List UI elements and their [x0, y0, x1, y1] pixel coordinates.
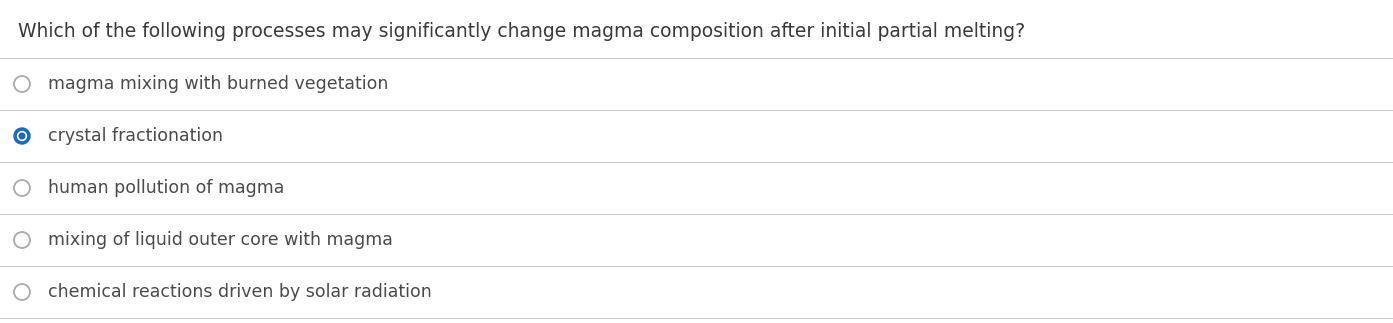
Circle shape — [14, 128, 31, 144]
Circle shape — [14, 76, 31, 92]
Text: mixing of liquid outer core with magma: mixing of liquid outer core with magma — [47, 231, 393, 249]
Circle shape — [18, 131, 26, 141]
Text: Which of the following processes may significantly change magma composition afte: Which of the following processes may sig… — [18, 22, 1025, 41]
Circle shape — [14, 180, 31, 196]
Text: chemical reactions driven by solar radiation: chemical reactions driven by solar radia… — [47, 283, 432, 301]
Circle shape — [14, 284, 31, 300]
Text: magma mixing with burned vegetation: magma mixing with burned vegetation — [47, 75, 389, 93]
Text: human pollution of magma: human pollution of magma — [47, 179, 284, 197]
Circle shape — [14, 232, 31, 248]
Text: crystal fractionation: crystal fractionation — [47, 127, 223, 145]
Circle shape — [20, 133, 25, 139]
